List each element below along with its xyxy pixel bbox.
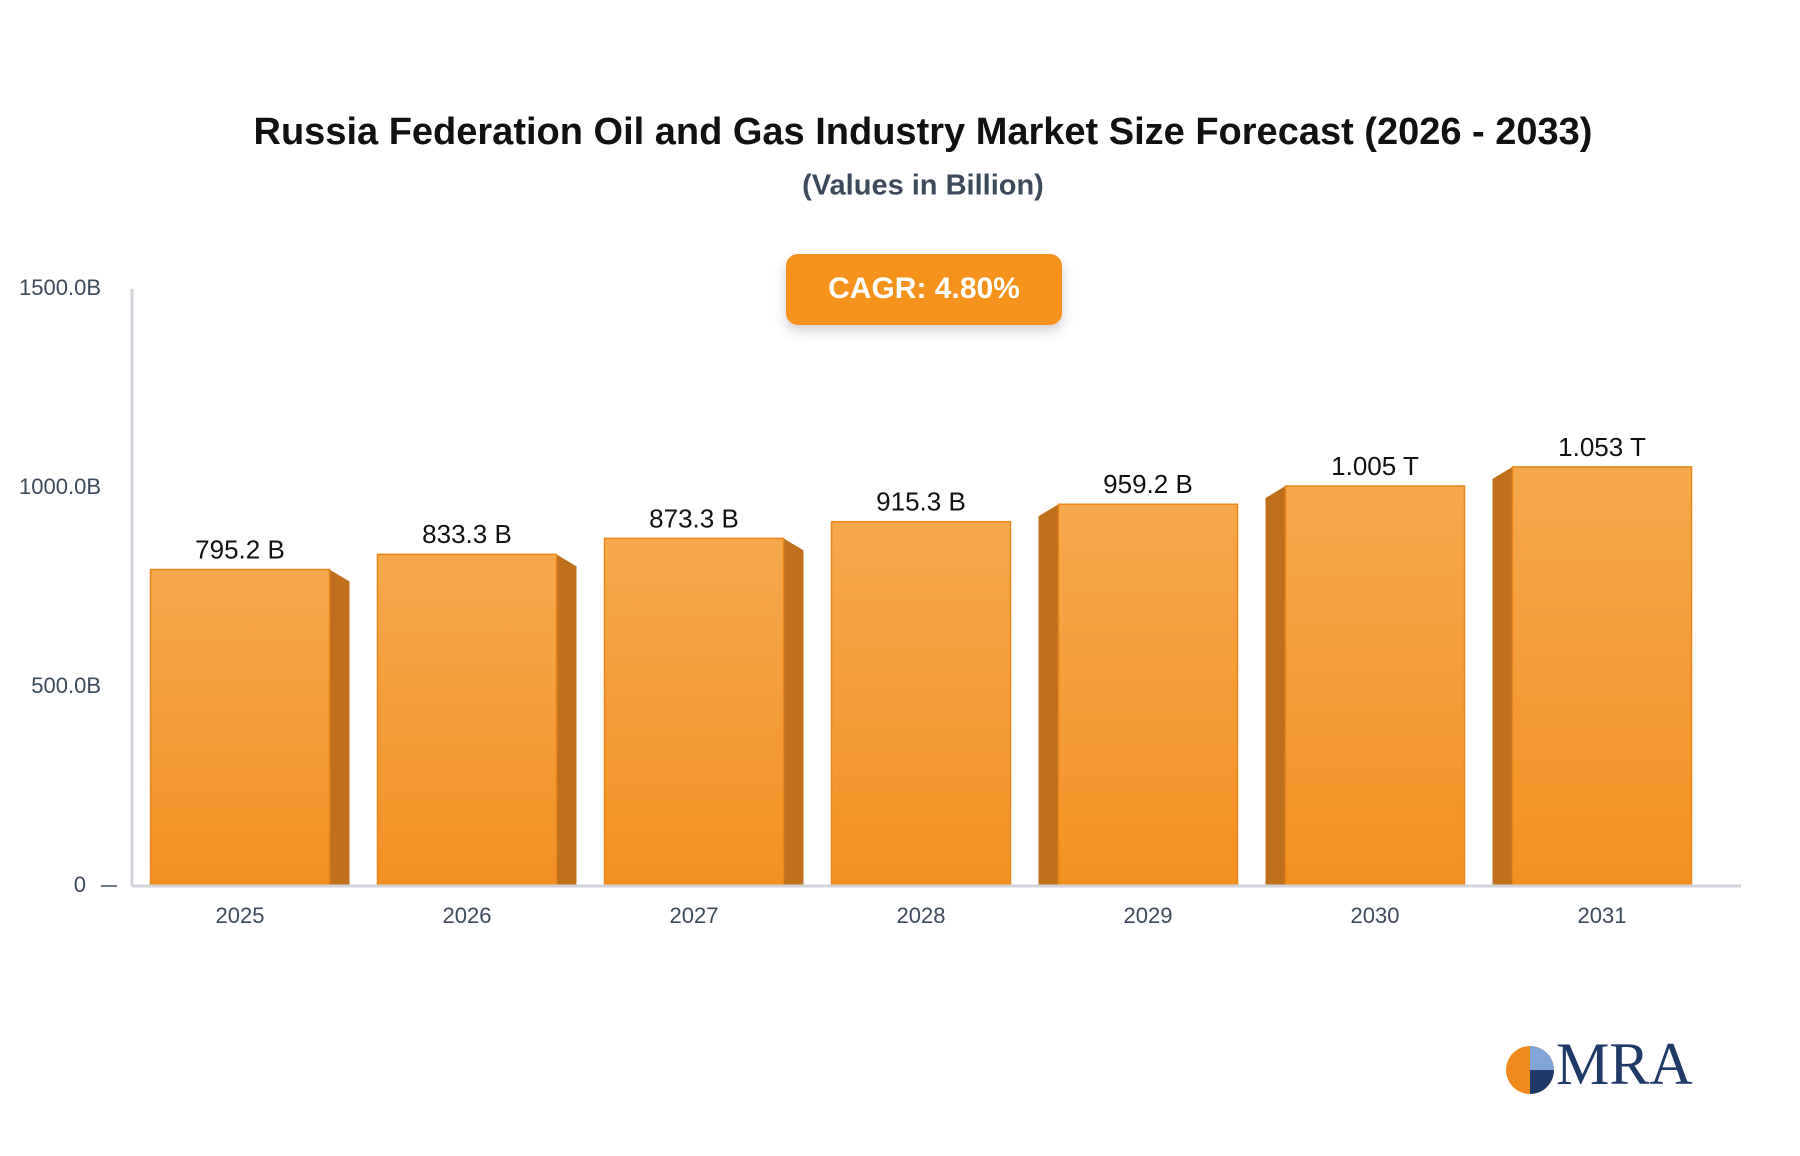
x-tick-label: 2027 [670, 903, 719, 928]
logo: MRA [1506, 1031, 1693, 1097]
bar [1511, 466, 1693, 887]
bar [1284, 485, 1466, 887]
bar-side [556, 554, 577, 886]
bar [1057, 503, 1239, 887]
y-tick-label: 1000.0B [19, 474, 101, 499]
bar-side [1265, 486, 1286, 886]
bar-side [1492, 466, 1513, 886]
bar [603, 537, 785, 887]
y-tick-label: 0 [74, 872, 86, 897]
x-tick-label: 2025 [216, 903, 265, 928]
y-tick-label: 1500.0B [19, 275, 101, 300]
logo-text: MRA [1556, 1031, 1693, 1097]
y-tick-label: 500.0B [31, 673, 101, 698]
value-label: 959.2 B [1103, 469, 1193, 499]
value-label: 1.053 T [1558, 432, 1646, 462]
chart-subtitle: (Values in Billion) [802, 170, 1044, 202]
chart-title: Russia Federation Oil and Gas Industry M… [254, 111, 1593, 153]
x-tick-label: 2028 [897, 903, 946, 928]
logo-icon [1530, 1046, 1554, 1070]
value-label: 833.3 B [422, 519, 512, 549]
bar-side [783, 538, 804, 886]
x-tick-label: 2026 [443, 903, 492, 928]
cagr-badge [786, 254, 1062, 325]
bar-side [329, 569, 350, 886]
cagr-label: CAGR: 4.80% [828, 272, 1020, 305]
value-label: 795.2 B [195, 534, 285, 564]
value-label: 1.005 T [1331, 451, 1419, 481]
value-label: 915.3 B [876, 487, 966, 517]
bar-side [1038, 504, 1059, 886]
x-tick-label: 2031 [1578, 903, 1627, 928]
bar [830, 520, 1012, 887]
bar [149, 568, 331, 887]
value-label: 873.3 B [649, 503, 739, 533]
bar [376, 553, 558, 887]
x-tick-label: 2029 [1124, 903, 1173, 928]
x-tick-label: 2030 [1351, 903, 1400, 928]
logo-icon [1530, 1070, 1554, 1094]
